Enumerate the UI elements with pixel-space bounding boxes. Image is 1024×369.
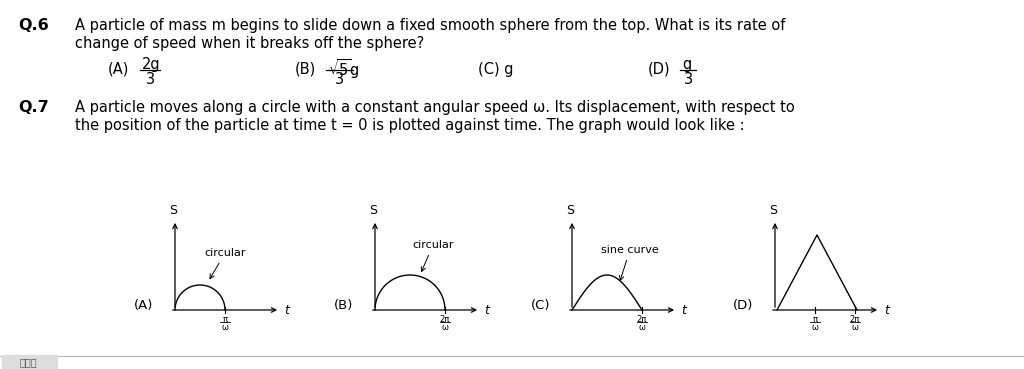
Text: Q.7: Q.7: [18, 100, 49, 115]
Text: 2g: 2g: [142, 57, 161, 72]
Text: (A): (A): [133, 299, 153, 311]
Text: $\sqrt{5}$g: $\sqrt{5}$g: [328, 57, 359, 81]
Text: A particle of mass m begins to slide down a fixed smooth sphere from the top. Wh: A particle of mass m begins to slide dow…: [75, 18, 785, 33]
Text: S: S: [566, 204, 574, 217]
Text: S: S: [369, 204, 377, 217]
Text: t: t: [681, 304, 686, 317]
Text: Q.6: Q.6: [18, 18, 49, 33]
Text: ω: ω: [811, 323, 818, 332]
Text: (C): (C): [530, 299, 550, 311]
Text: t: t: [284, 304, 289, 317]
Text: g: g: [682, 57, 691, 72]
Text: 3: 3: [335, 72, 344, 87]
Text: ω: ω: [852, 323, 858, 332]
Text: (C) g: (C) g: [478, 62, 513, 77]
Text: ω: ω: [221, 323, 228, 332]
Text: π: π: [812, 315, 817, 324]
Text: ω: ω: [639, 323, 645, 332]
Text: 3: 3: [684, 72, 693, 87]
Text: the position of the particle at time t = 0 is plotted against time. The graph wo: the position of the particle at time t =…: [75, 118, 744, 133]
Text: circular: circular: [204, 248, 246, 279]
Text: circular: circular: [413, 240, 454, 272]
Text: 3: 3: [146, 72, 155, 87]
Text: change of speed when it breaks off the sphere?: change of speed when it breaks off the s…: [75, 36, 424, 51]
Text: (D): (D): [648, 62, 671, 77]
Text: 回图圖: 回图圖: [19, 357, 37, 367]
Bar: [2, 355, 57, 369]
Text: t: t: [884, 304, 889, 317]
Text: S: S: [169, 204, 177, 217]
Text: (D): (D): [732, 299, 753, 311]
Text: π: π: [222, 315, 227, 324]
Text: 2π: 2π: [637, 315, 647, 324]
Text: (B): (B): [295, 62, 316, 77]
Text: (B): (B): [334, 299, 353, 311]
Text: ω: ω: [441, 323, 449, 332]
Text: (A): (A): [108, 62, 129, 77]
Text: 2π: 2π: [850, 315, 860, 324]
Text: sine curve: sine curve: [601, 245, 658, 280]
Text: t: t: [484, 304, 488, 317]
Text: A particle moves along a circle with a constant angular speed ω. Its displacemen: A particle moves along a circle with a c…: [75, 100, 795, 115]
Text: S: S: [769, 204, 777, 217]
Text: 2π: 2π: [440, 315, 451, 324]
